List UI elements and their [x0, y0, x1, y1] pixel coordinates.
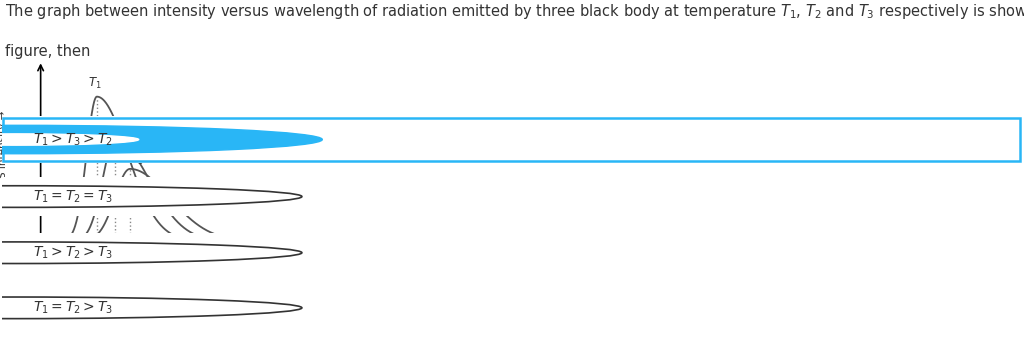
Text: The graph between intensity versus wavelength of radiation emitted by three blac: The graph between intensity versus wavel…	[5, 2, 1024, 21]
Circle shape	[0, 125, 323, 154]
Text: $T_2$: $T_2$	[116, 122, 129, 137]
Text: $T_1 = T_2 > T_3$: $T_1 = T_2 > T_3$	[33, 300, 113, 316]
FancyBboxPatch shape	[3, 118, 1020, 161]
Text: $T_1$: $T_1$	[88, 76, 102, 91]
Text: $T_1 = T_2 = T_3$: $T_1 = T_2 = T_3$	[33, 188, 113, 205]
Circle shape	[0, 134, 138, 145]
Text: $T_1 > T_2 > T_3$: $T_1 > T_2 > T_3$	[33, 245, 113, 261]
Text: S Intensity →: S Intensity →	[0, 111, 8, 178]
Text: Wavelength (λ): Wavelength (λ)	[100, 256, 185, 266]
Text: $T_3$: $T_3$	[130, 152, 144, 167]
Text: $T_1 > T_3 > T_2$: $T_1 > T_3 > T_2$	[33, 131, 113, 148]
Text: figure, then: figure, then	[5, 44, 90, 59]
